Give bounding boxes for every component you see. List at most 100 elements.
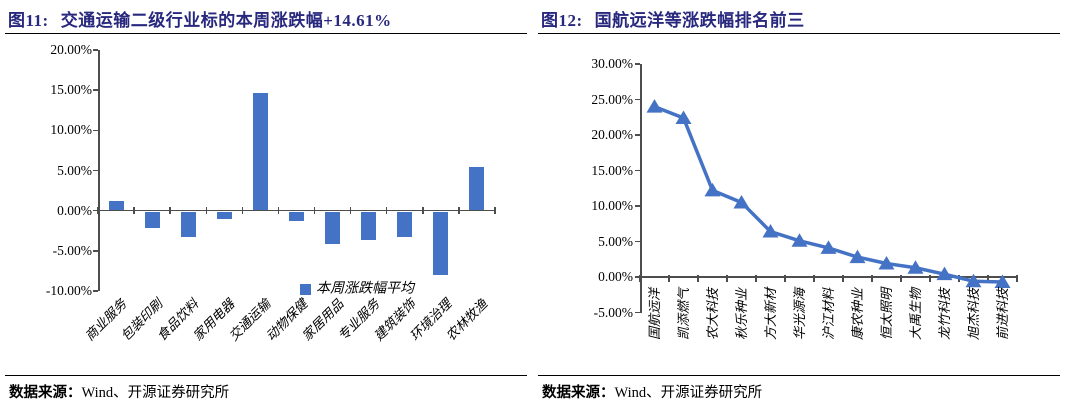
category-axis-tick	[900, 275, 902, 282]
y-axis-label: 20.00%	[591, 127, 633, 142]
y-axis-tick	[635, 276, 640, 278]
x-axis-label-龙竹科技: 龙竹科技	[936, 288, 952, 341]
bar-家用电器	[216, 212, 232, 220]
triangle-marker-凯添燃气	[675, 110, 692, 124]
category-axis-tick	[133, 206, 135, 214]
triangle-marker-恒太照明	[878, 256, 895, 270]
bar-环境治理	[433, 212, 449, 275]
category-axis-tick	[277, 206, 280, 214]
y-axis-tick	[93, 169, 98, 172]
category-axis-tick	[313, 206, 316, 214]
category-axis-tick	[871, 275, 873, 282]
category-axis-tick	[97, 206, 99, 214]
title-underline	[538, 33, 1060, 34]
category-axis-tick	[668, 275, 670, 282]
y-axis-label: 5.00%	[57, 162, 92, 178]
y-axis-label: 10.00%	[50, 122, 92, 138]
y-axis-label: 30.00%	[591, 56, 633, 71]
figure11-heading: 交通运输二级行业标的本周涨跌幅+14.61%	[60, 11, 392, 30]
triangle-marker-沪江材料	[820, 240, 837, 254]
bar-农林牧渔	[469, 166, 485, 211]
triangle-marker-康农种业	[849, 249, 866, 264]
category-axis-line	[98, 209, 495, 212]
category-axis-tick	[494, 206, 496, 214]
category-axis-tick	[639, 275, 641, 282]
bar-专业服务	[361, 212, 377, 241]
x-axis-label-国航远洋: 国航远洋	[646, 288, 662, 341]
y-axis-tick	[635, 240, 640, 243]
bar-食品饮料	[180, 212, 196, 238]
category-axis-tick	[697, 275, 699, 282]
bar-包装印刷	[144, 212, 160, 229]
source-prefix: 数据来源：	[542, 385, 615, 401]
x-axis-label-凯添燃气: 凯添燃气	[675, 288, 691, 341]
y-axis-label: 25.00%	[591, 91, 633, 107]
category-axis-tick	[987, 275, 989, 282]
figure11-title: 图11: 交通运输二级行业标的本周涨跌幅+14.61%	[8, 6, 524, 31]
source-text: Wind、开源证券研究所	[81, 385, 230, 401]
category-axis-tick	[784, 275, 786, 282]
y-axis-label: -5.00%	[52, 242, 92, 258]
source-prefix: 数据来源：	[9, 385, 82, 401]
legend-swatch-icon	[300, 283, 311, 295]
figure12-title: 图12: 国航远洋等涨跌幅排名前三	[541, 6, 1057, 31]
y-axis-label: 0.00%	[57, 202, 92, 218]
y-axis-tick	[93, 250, 98, 252]
category-axis-tick	[241, 206, 244, 214]
x-axis-label-方大新材: 方大新材	[762, 288, 778, 341]
bar-动物保健	[289, 212, 304, 222]
figure12-panel: 图12: 国航远洋等涨跌幅排名前三 30.00% 25.00% 20.00% 15.00…	[533, 0, 1065, 412]
y-axis-tick	[635, 63, 640, 65]
y-axis-label: 10.00%	[591, 198, 633, 213]
x-axis-label-沪江材料: 沪江材料	[820, 288, 836, 341]
bar-chart-legend: 本周涨跌幅平均	[300, 280, 414, 298]
y-axis-label: 20.00%	[50, 42, 92, 58]
triangle-marker-龙竹科技	[936, 266, 953, 281]
y-axis-tick	[635, 134, 640, 136]
triangle-marker-大禹生物	[907, 260, 924, 274]
x-axis-label-前进科技: 前进科技	[994, 288, 1010, 341]
source-text: Wind、开源证券研究所	[614, 385, 763, 401]
triangle-marker-华光源海	[791, 233, 808, 247]
y-axis-tick	[93, 129, 98, 132]
triangle-marker-方大新材	[762, 224, 779, 238]
y-axis-label: 15.00%	[591, 162, 633, 178]
bar-家居用品	[325, 212, 341, 245]
category-axis-line	[640, 276, 1017, 278]
category-axis-tick	[842, 275, 844, 282]
x-axis-label-农大科技: 农大科技	[704, 288, 720, 341]
category-axis-tick	[813, 275, 815, 282]
figure11-label: 图11:	[8, 11, 49, 30]
category-axis-tick	[755, 275, 757, 282]
x-axis-label-康农种业: 康农种业	[849, 288, 865, 341]
triangle-marker-前进科技	[994, 274, 1011, 288]
category-axis-tick	[169, 206, 171, 214]
y-axis-tick	[635, 169, 640, 172]
y-axis-tick	[93, 209, 98, 212]
x-axis-label-大禹生物: 大禹生物	[907, 288, 923, 341]
x-axis-label-秋乐种业: 秋乐种业	[733, 288, 749, 341]
x-axis-label-恒太照明: 恒太照明	[878, 288, 894, 341]
y-axis-tick	[635, 311, 640, 314]
category-axis-tick	[726, 275, 728, 282]
y-axis-label: 15.00%	[50, 82, 92, 98]
figure12-label: 图12:	[541, 11, 583, 30]
y-axis-tick	[635, 98, 640, 101]
legend-label: 本周涨跌幅平均	[316, 281, 414, 297]
y-axis-label: 5.00%	[598, 233, 633, 249]
data-source-left: 数据来源：Wind、开源证券研究所	[9, 381, 229, 402]
value-axis-line	[640, 64, 642, 313]
figure12-heading: 国航远洋等涨跌幅排名前三	[594, 11, 805, 30]
category-axis-tick	[349, 206, 352, 214]
footer-rule	[538, 375, 1060, 376]
triangle-marker-国航远洋	[646, 99, 663, 113]
bar-chart-weekly-change: 20.00% 15.00% 10.00% 5.00% 0.00% -5.00% -10.00…	[0, 0, 532, 376]
triangle-marker-秋乐种业	[733, 194, 750, 209]
figure11-panel: 图11: 交通运输二级行业标的本周涨跌幅+14.61% 20.00% 15.00% 1…	[0, 0, 532, 412]
category-axis-tick	[385, 206, 388, 214]
category-axis-tick	[205, 206, 208, 214]
x-axis-label-华光源海: 华光源海	[791, 288, 807, 341]
category-axis-tick	[422, 206, 424, 214]
category-axis-tick	[929, 275, 931, 282]
